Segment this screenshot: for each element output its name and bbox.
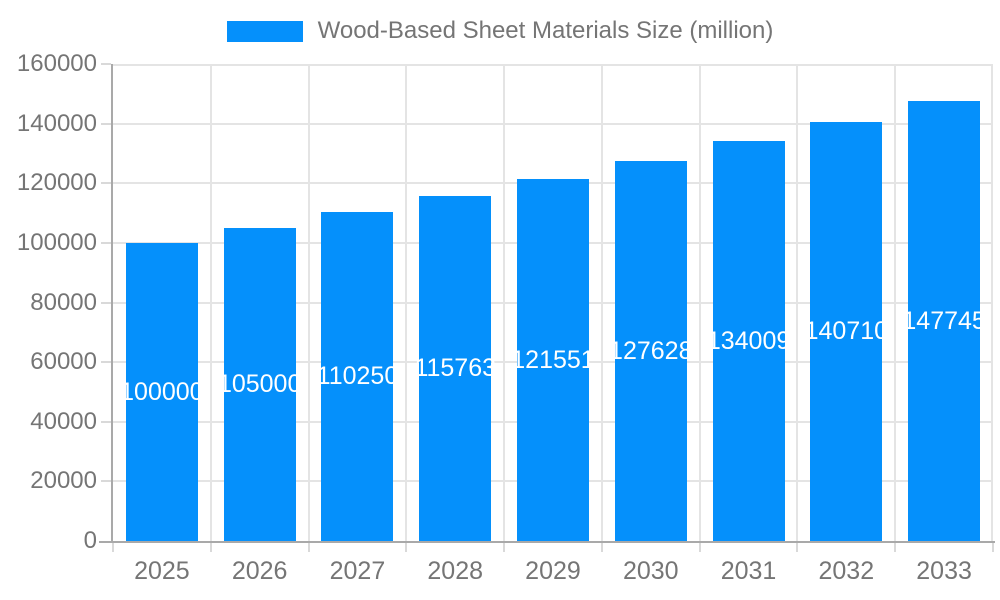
gridline-v: [503, 64, 505, 541]
bar-value-label: 140710: [804, 317, 889, 345]
x-axis-label: 2031: [720, 557, 777, 585]
x-axis-label: 2027: [329, 557, 386, 585]
bar-value-label: 110250: [316, 362, 399, 390]
plot-area: 100000 105000 110250 115763 121551 127628 1340…: [113, 64, 993, 541]
x-axis-tick: [894, 543, 896, 552]
gridline-v: [405, 64, 407, 541]
x-axis-label: 2026: [231, 557, 288, 585]
y-axis-label: 100000: [16, 228, 97, 256]
x-axis-tick: [796, 543, 798, 552]
y-axis-label: 160000: [16, 50, 97, 77]
x-axis-label: 2030: [622, 557, 679, 585]
bar-2027: 110250: [317, 212, 398, 541]
y-axis-tick: [101, 480, 111, 483]
x-axis-label: 2033: [916, 557, 972, 585]
gridline-v: [308, 64, 310, 541]
gridline-v: [601, 64, 603, 541]
y-axis-tick: [101, 182, 111, 185]
gridline-v: [210, 64, 212, 541]
x-axis-label: 2029: [525, 557, 581, 585]
x-axis-tick: [992, 543, 994, 552]
bar-2029: 121551: [511, 179, 595, 541]
gridline-v: [991, 64, 993, 541]
legend-swatch-icon: [226, 20, 303, 42]
bar-value-label: 100000: [120, 377, 204, 406]
y-axis-label: 60000: [30, 348, 97, 376]
x-axis-tick: [601, 543, 603, 552]
x-axis-tick: [210, 543, 212, 552]
x-axis-label: 2025: [134, 557, 190, 585]
y-axis-label: 0: [83, 527, 97, 554]
gridline-h: [113, 122, 993, 125]
x-axis-tick: [308, 543, 310, 552]
bar-value-label: 147745: [902, 306, 986, 335]
y-axis-tick: [101, 63, 111, 65]
x-axis-label: 2028: [427, 557, 484, 585]
x-axis-tick: [503, 543, 505, 552]
bar-2026: 105000: [218, 228, 301, 541]
x-axis-label: 2032: [818, 557, 875, 585]
y-axis-label: 120000: [16, 169, 97, 197]
y-axis-label: 40000: [30, 407, 97, 435]
bar-value-label: 105000: [217, 370, 302, 398]
y-axis-tick: [101, 241, 111, 244]
y-axis-label: 80000: [30, 288, 97, 316]
x-axis-line: [99, 541, 995, 543]
y-axis-tick: [101, 361, 111, 364]
bar-2030: 127628: [609, 161, 692, 541]
gridline-h: [113, 64, 993, 66]
bar-value-label: 121551: [511, 345, 595, 374]
bar-value-label: 115763: [414, 354, 497, 382]
y-axis-line: [111, 64, 113, 543]
x-axis-tick: [112, 543, 114, 552]
y-axis-tick: [101, 420, 111, 423]
x-axis-tick: [699, 543, 701, 552]
y-axis-tick: [101, 122, 111, 125]
bar-value-label: 134009: [706, 326, 791, 355]
legend-label: Wood-Based Sheet Materials Size (million…: [317, 17, 774, 44]
bar-2028: 115763: [414, 196, 496, 541]
gridline-v: [699, 64, 701, 541]
gridline-v: [796, 64, 798, 541]
y-axis-tick: [101, 301, 111, 304]
y-axis-label: 140000: [16, 109, 97, 137]
y-axis-label: 20000: [30, 467, 97, 495]
gridline-v: [894, 64, 896, 541]
bar-value-label: 127628: [609, 336, 693, 365]
bar-2031: 134009: [707, 141, 790, 541]
legend: Wood-Based Sheet Materials Size (million…: [0, 17, 1000, 45]
bar-2032: 140710: [805, 122, 888, 541]
bar-2025: 100000: [120, 243, 204, 541]
x-axis-tick: [405, 543, 407, 552]
bar-2033: 147745: [902, 101, 986, 541]
